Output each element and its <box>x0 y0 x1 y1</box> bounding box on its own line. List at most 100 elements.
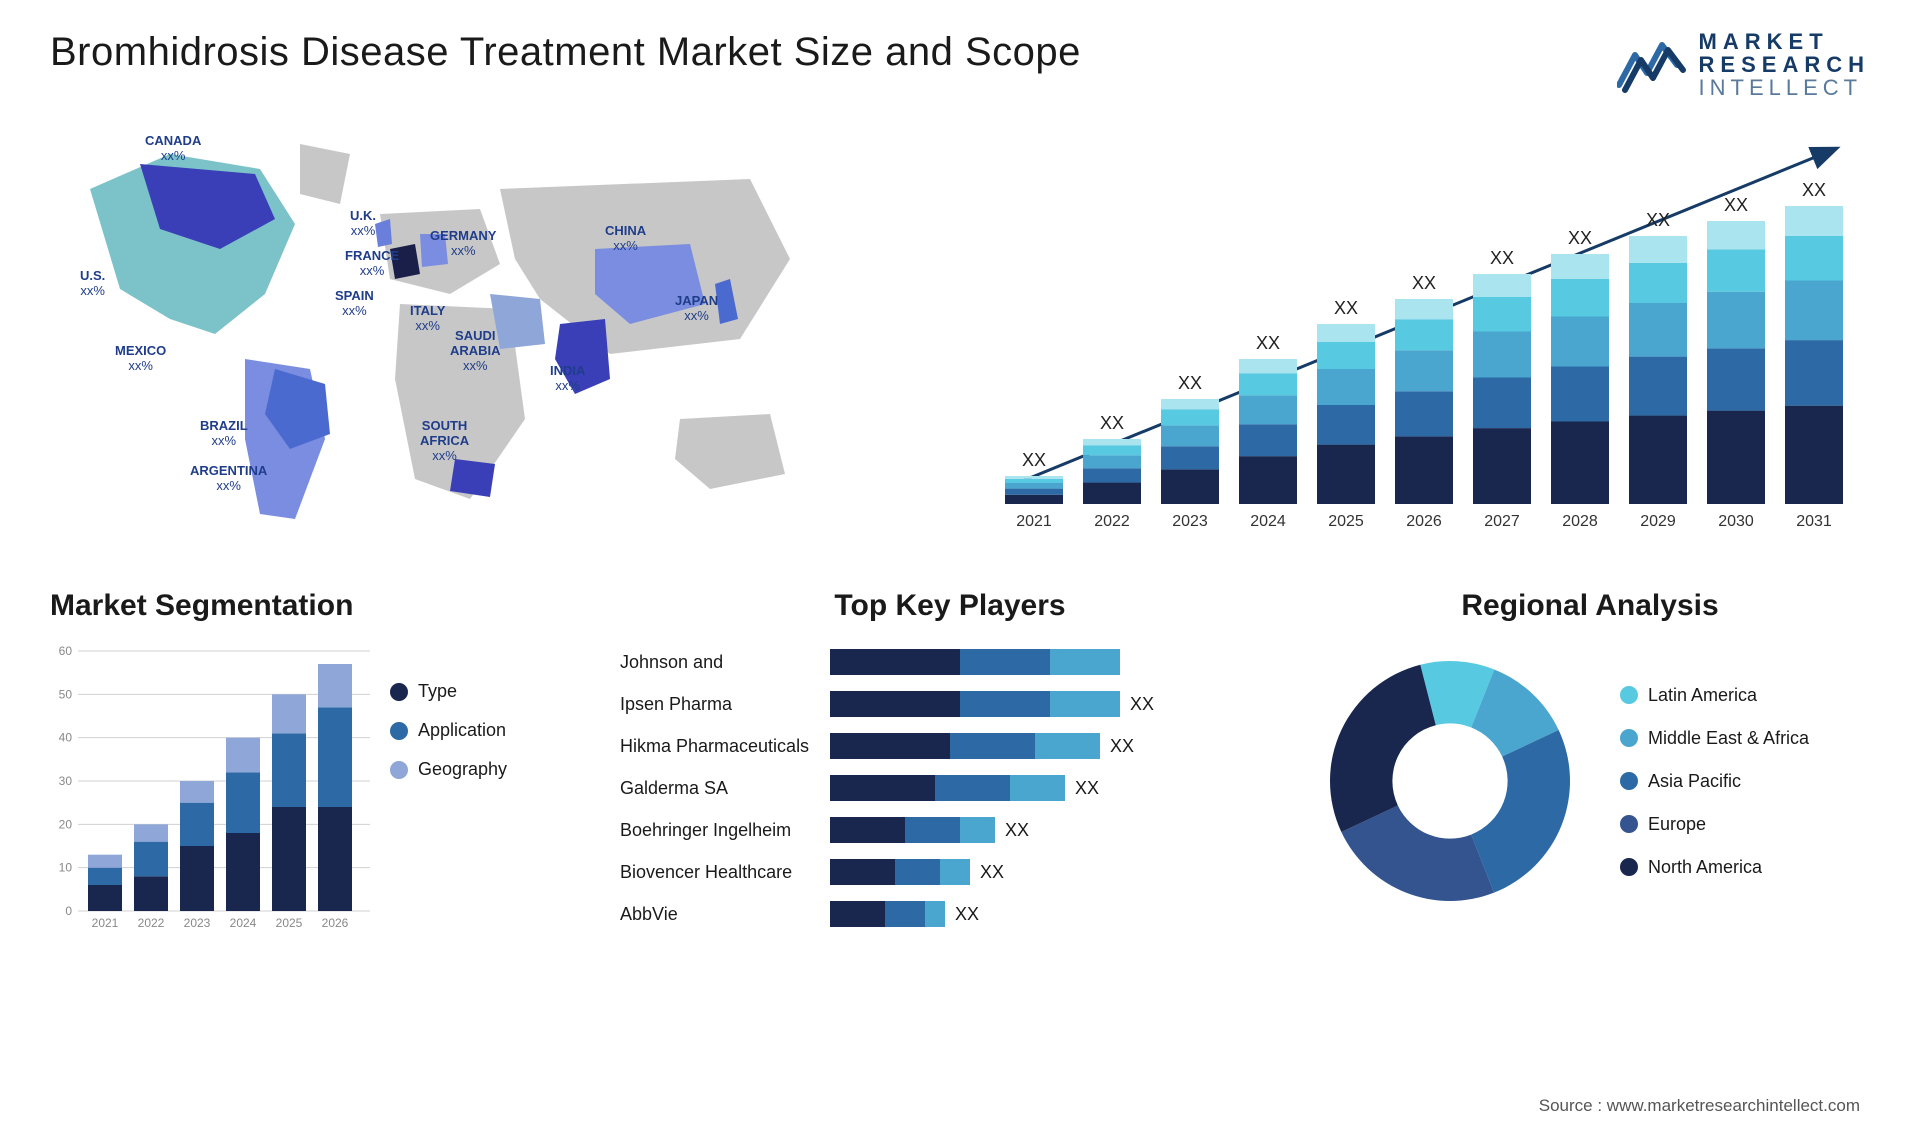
legend-item: Type <box>390 681 507 702</box>
player-bar-segment <box>830 817 905 843</box>
svg-text:XX: XX <box>1724 195 1748 215</box>
svg-text:2029: 2029 <box>1640 513 1676 530</box>
player-row: XX <box>830 809 1280 851</box>
legend-label: North America <box>1648 857 1762 878</box>
svg-text:2027: 2027 <box>1484 513 1520 530</box>
svg-text:XX: XX <box>1334 298 1358 318</box>
map-label: ITALYxx% <box>410 304 445 334</box>
player-bar <box>830 775 1065 801</box>
player-bar-segment <box>830 733 950 759</box>
player-value: XX <box>980 862 1004 883</box>
svg-text:XX: XX <box>1178 373 1202 393</box>
regional-panel: Regional Analysis Latin America Middle Ea… <box>1310 589 1870 941</box>
svg-text:XX: XX <box>1568 228 1592 248</box>
player-bar-segment <box>1010 775 1065 801</box>
map-label: U.K.xx% <box>350 209 376 239</box>
page-title: Bromhidrosis Disease Treatment Market Si… <box>50 30 1081 75</box>
map-label: SAUDIARABIAxx% <box>450 329 501 374</box>
legend-swatch-icon <box>1620 686 1638 704</box>
svg-text:2026: 2026 <box>322 916 349 930</box>
player-label: Ipsen Pharma <box>620 683 830 725</box>
svg-text:2025: 2025 <box>276 916 303 930</box>
legend-label: Application <box>418 720 506 741</box>
player-bar-segment <box>905 817 960 843</box>
logo-line3: INTELLECT <box>1699 76 1870 99</box>
map-label: SPAINxx% <box>335 289 374 319</box>
legend-swatch-icon <box>1620 858 1638 876</box>
player-row <box>830 641 1280 683</box>
legend-label: Middle East & Africa <box>1648 728 1809 749</box>
segmentation-panel: Market Segmentation 01020304050602021202… <box>50 589 590 941</box>
svg-text:XX: XX <box>1022 450 1046 470</box>
players-bars: XXXXXXXXXXXX <box>830 641 1280 935</box>
player-bar <box>830 691 1120 717</box>
brand-logo: MARKET RESEARCH INTELLECT <box>1617 30 1870 99</box>
player-bar <box>830 901 945 927</box>
player-label: Galderma SA <box>620 767 830 809</box>
legend-label: Europe <box>1648 814 1706 835</box>
svg-text:2024: 2024 <box>1250 513 1286 530</box>
player-row: XX <box>830 893 1280 935</box>
legend-item: Geography <box>390 759 507 780</box>
svg-text:2028: 2028 <box>1562 513 1598 530</box>
legend-swatch-icon <box>390 722 408 740</box>
players-title: Top Key Players <box>620 589 1280 623</box>
player-bar-segment <box>925 901 945 927</box>
legend-swatch-icon <box>390 761 408 779</box>
map-label: FRANCExx% <box>345 249 399 279</box>
map-label: ARGENTINAxx% <box>190 464 267 494</box>
player-label: Hikma Pharmaceuticals <box>620 725 830 767</box>
player-bar-segment <box>960 817 995 843</box>
logo-line2: RESEARCH <box>1699 53 1870 76</box>
player-value: XX <box>955 904 979 925</box>
player-bar <box>830 859 970 885</box>
segmentation-title: Market Segmentation <box>50 589 590 623</box>
map-label: SOUTHAFRICAxx% <box>420 419 469 464</box>
player-value: XX <box>1005 820 1029 841</box>
player-bar-segment <box>830 649 960 675</box>
players-labels: Johnson andIpsen PharmaHikma Pharmaceuti… <box>620 641 830 935</box>
svg-text:60: 60 <box>59 644 73 658</box>
map-label: GERMANYxx% <box>430 229 496 259</box>
player-label: Johnson and <box>620 641 830 683</box>
svg-text:2022: 2022 <box>1094 513 1130 530</box>
player-bar-segment <box>950 733 1035 759</box>
svg-text:XX: XX <box>1412 273 1436 293</box>
regional-title: Regional Analysis <box>1310 589 1870 623</box>
svg-text:XX: XX <box>1802 180 1826 200</box>
legend-label: Latin America <box>1648 685 1757 706</box>
legend-item: Latin America <box>1620 685 1809 706</box>
svg-text:0: 0 <box>65 904 72 918</box>
player-bar-segment <box>935 775 1010 801</box>
player-bar <box>830 817 995 843</box>
svg-text:10: 10 <box>59 861 73 875</box>
legend-item: North America <box>1620 857 1809 878</box>
map-label: BRAZILxx% <box>200 419 248 449</box>
legend-swatch-icon <box>1620 729 1638 747</box>
svg-text:XX: XX <box>1490 248 1514 268</box>
legend-item: Asia Pacific <box>1620 771 1809 792</box>
svg-text:XX: XX <box>1100 413 1124 433</box>
player-bar-segment <box>1050 691 1120 717</box>
players-panel: Top Key Players Johnson andIpsen PharmaH… <box>620 589 1280 941</box>
player-bar-segment <box>885 901 925 927</box>
regional-donut <box>1310 641 1590 921</box>
map-label: CANADAxx% <box>145 134 201 164</box>
svg-text:XX: XX <box>1646 210 1670 230</box>
segmentation-legend: Type Application Geography <box>390 641 507 941</box>
svg-text:20: 20 <box>59 818 73 832</box>
svg-text:2021: 2021 <box>92 916 119 930</box>
map-label: CHINAxx% <box>605 224 646 254</box>
player-bar-segment <box>960 691 1050 717</box>
map-label: U.S.xx% <box>80 269 105 299</box>
player-label: Biovencer Healthcare <box>620 851 830 893</box>
legend-item: Application <box>390 720 507 741</box>
segmentation-chart: 0102030405060202120222023202420252026 <box>50 641 370 941</box>
player-bar-segment <box>1035 733 1100 759</box>
svg-text:2021: 2021 <box>1016 513 1052 530</box>
source-text: Source : www.marketresearchintellect.com <box>1539 1096 1860 1116</box>
player-bar-segment <box>830 691 960 717</box>
svg-text:2023: 2023 <box>184 916 211 930</box>
player-bar-segment <box>830 775 935 801</box>
player-bar-segment <box>940 859 970 885</box>
